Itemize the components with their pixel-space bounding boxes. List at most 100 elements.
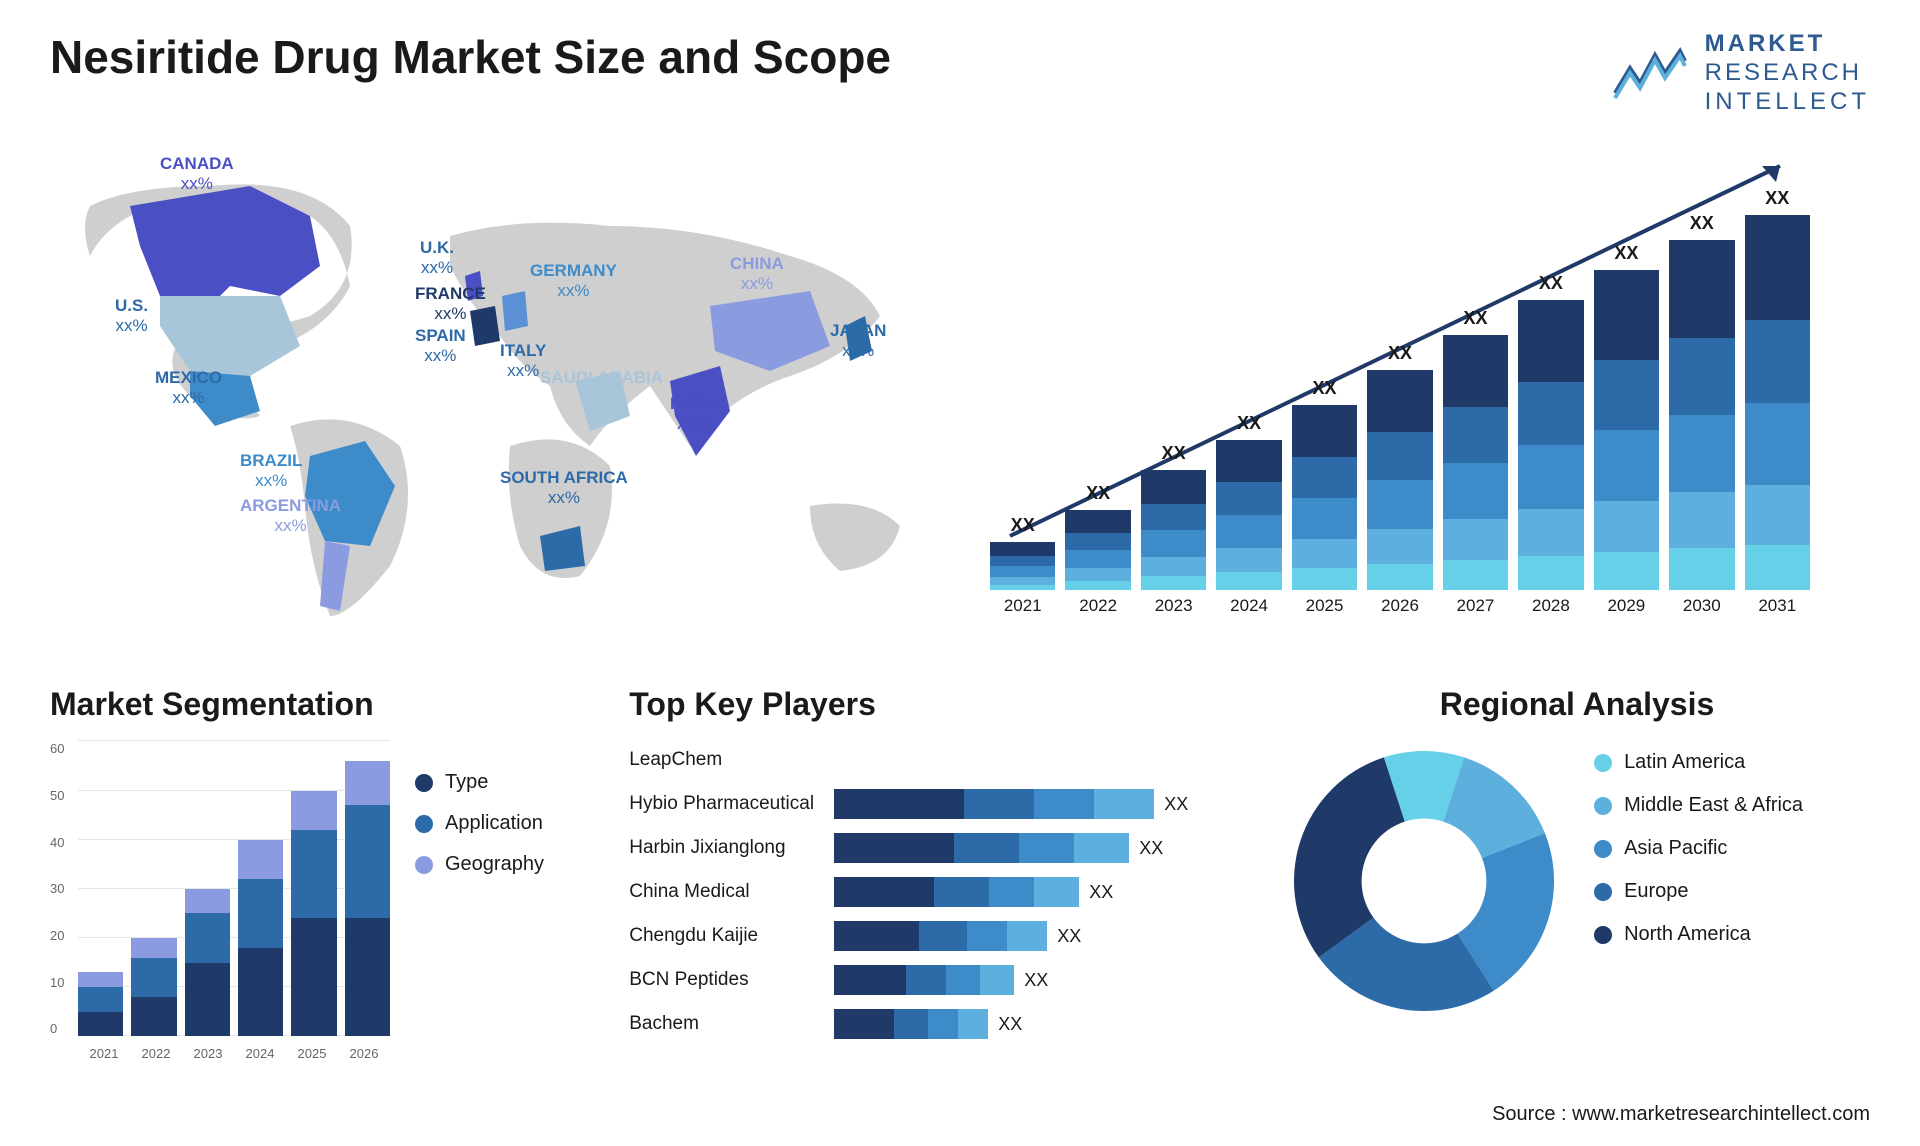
key-players-chart: LeapChemHybio PharmaceuticalXXHarbin Jix…	[629, 741, 1234, 1043]
growth-bar-2028: XX 2028	[1518, 273, 1583, 616]
growth-bar-2021: XX 2021	[990, 515, 1055, 616]
growth-year-label: 2029	[1607, 596, 1645, 616]
growth-year-label: 2028	[1532, 596, 1570, 616]
regional-legend: Latin America Middle East & Africa Asia Pa…	[1594, 741, 1803, 946]
logo-line1: MARKET	[1705, 30, 1870, 59]
player-row: LeapChem	[629, 741, 1234, 779]
growth-value-label: XX	[1162, 443, 1186, 464]
growth-value-label: XX	[1614, 243, 1638, 264]
growth-value-label: XX	[1011, 515, 1035, 536]
player-name: Chengdu Kaijie	[629, 925, 824, 947]
map-label-southafrica: SOUTH AFRICAxx%	[500, 468, 628, 507]
seg-legend-item: Geography	[415, 853, 544, 876]
growth-value-label: XX	[1539, 273, 1563, 294]
regional-legend-item: North America	[1594, 923, 1803, 946]
seg-bar-2022	[131, 938, 176, 1036]
seg-legend-item: Type	[415, 771, 544, 794]
player-row: Hybio Pharmaceutical XX	[629, 785, 1234, 823]
donut-slice-northamerica	[1294, 758, 1405, 958]
logo-line2: RESEARCH	[1705, 59, 1870, 88]
logo-icon	[1610, 43, 1690, 103]
key-players-title: Top Key Players	[629, 686, 1234, 723]
seg-bar-2024	[238, 840, 283, 1037]
growth-value-label: XX	[1690, 213, 1714, 234]
segmentation-panel: Market Segmentation 0102030405060 202120…	[50, 686, 579, 1061]
player-value: XX	[1164, 794, 1188, 815]
player-row: Harbin Jixianglong XX	[629, 829, 1234, 867]
player-value: XX	[1139, 838, 1163, 859]
segmentation-chart: 0102030405060 202120222023202420252026	[50, 741, 390, 1061]
player-value: XX	[1024, 970, 1048, 991]
seg-legend-item: Application	[415, 812, 544, 835]
growth-year-label: 2023	[1155, 596, 1193, 616]
seg-year-label: 2024	[246, 1046, 275, 1061]
map-label-argentina: ARGENTINAxx%	[240, 496, 341, 535]
seg-bar-2025	[291, 791, 336, 1037]
map-label-france: FRANCExx%	[415, 284, 486, 323]
map-label-brazil: BRAZILxx%	[240, 451, 302, 490]
player-name: BCN Peptides	[629, 969, 824, 991]
growth-bar-2025: XX 2025	[1292, 378, 1357, 616]
growth-year-label: 2024	[1230, 596, 1268, 616]
map-label-mexico: MEXICOxx%	[155, 368, 222, 407]
map-label-saudiarabia: SAUDI ARABIAxx%	[540, 368, 663, 407]
player-row: China Medical XX	[629, 873, 1234, 911]
map-label-us: U.S.xx%	[115, 296, 148, 335]
regional-title: Regional Analysis	[1284, 686, 1870, 723]
growth-bar-2031: XX 2031	[1745, 188, 1810, 616]
brand-logo: MARKET RESEARCH INTELLECT	[1610, 30, 1870, 116]
regional-legend-item: Latin America	[1594, 751, 1803, 774]
seg-year-label: 2021	[90, 1046, 119, 1061]
seg-year-label: 2022	[142, 1046, 171, 1061]
map-label-germany: GERMANYxx%	[530, 261, 617, 300]
seg-bar-2023	[185, 889, 230, 1036]
regional-legend-item: Middle East & Africa	[1594, 794, 1803, 817]
regional-legend-item: Europe	[1594, 880, 1803, 903]
player-row: BachemXX	[629, 1005, 1234, 1043]
player-row: BCN Peptides XX	[629, 961, 1234, 999]
growth-value-label: XX	[1086, 483, 1110, 504]
growth-value-label: XX	[1237, 413, 1261, 434]
map-label-canada: CANADAxx%	[160, 154, 234, 193]
regional-legend-item: Asia Pacific	[1594, 837, 1803, 860]
growth-value-label: XX	[1313, 378, 1337, 399]
growth-bar-2022: XX 2022	[1065, 483, 1130, 616]
player-row: Chengdu Kaijie XX	[629, 917, 1234, 955]
map-country-germany	[502, 291, 528, 331]
growth-bar-2024: XX 2024	[1216, 413, 1281, 616]
seg-bar-2026	[345, 761, 390, 1036]
world-map: CANADAxx% U.S.xx%MEXICOxx% BRAZILxx% ARGENT…	[50, 146, 930, 646]
player-value: XX	[998, 1014, 1022, 1035]
growth-bar-2030: XX 2030	[1669, 213, 1734, 616]
player-name: LeapChem	[629, 749, 824, 771]
regional-panel: Regional Analysis Latin America Middle Ea…	[1284, 686, 1870, 1061]
growth-year-label: 2025	[1306, 596, 1344, 616]
regional-donut	[1284, 741, 1564, 1021]
map-label-japan: JAPANxx%	[830, 321, 886, 360]
growth-value-label: XX	[1463, 308, 1487, 329]
player-value: XX	[1089, 882, 1113, 903]
source-text: Source : www.marketresearchintellect.com	[1492, 1103, 1870, 1126]
growth-value-label: XX	[1388, 343, 1412, 364]
growth-bar-2029: XX 2029	[1594, 243, 1659, 616]
growth-bar-2027: XX 2027	[1443, 308, 1508, 616]
seg-bar-2021	[78, 972, 123, 1036]
player-name: Harbin Jixianglong	[629, 837, 824, 859]
growth-year-label: 2031	[1758, 596, 1796, 616]
growth-year-label: 2021	[1004, 596, 1042, 616]
growth-year-label: 2027	[1457, 596, 1495, 616]
growth-year-label: 2030	[1683, 596, 1721, 616]
player-name: Hybio Pharmaceutical	[629, 793, 824, 815]
player-name: China Medical	[629, 881, 824, 903]
map-label-china: CHINAxx%	[730, 254, 784, 293]
player-value: XX	[1057, 926, 1081, 947]
logo-line3: INTELLECT	[1705, 88, 1870, 117]
seg-year-label: 2025	[298, 1046, 327, 1061]
page-title: Nesiritide Drug Market Size and Scope	[50, 30, 891, 84]
key-players-panel: Top Key Players LeapChem Hybio Pharmaceut…	[629, 686, 1234, 1061]
segmentation-legend: Type Application Geography	[415, 741, 544, 1061]
growth-value-label: XX	[1765, 188, 1789, 209]
seg-year-label: 2023	[194, 1046, 223, 1061]
growth-year-label: 2022	[1079, 596, 1117, 616]
map-label-india: INDIAxx%	[670, 394, 716, 433]
